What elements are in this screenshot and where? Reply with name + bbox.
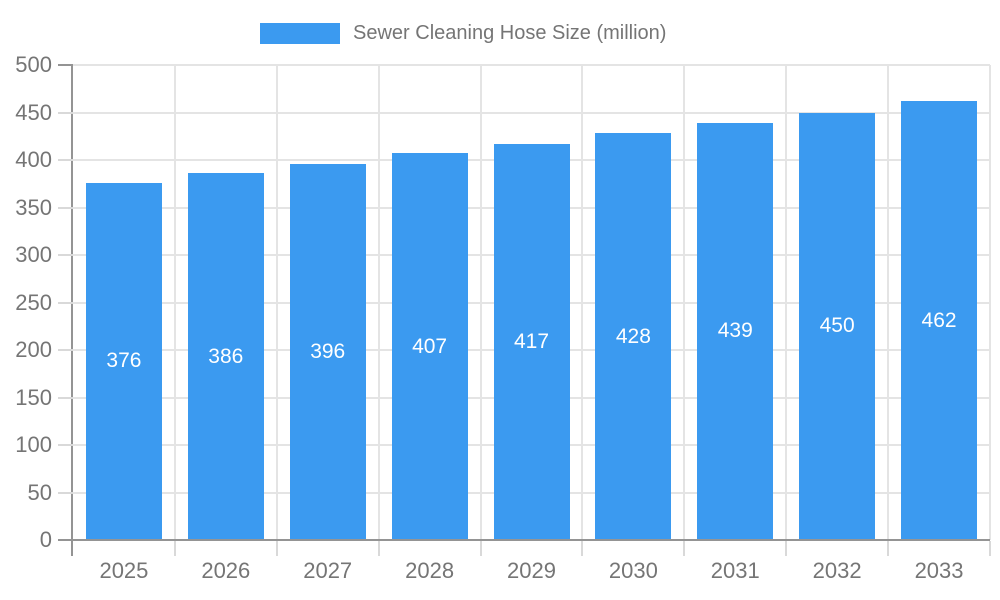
x-gridline (275, 65, 278, 540)
y-tick-label: 400 (15, 147, 52, 172)
y-axis-line (71, 65, 73, 556)
x-tick-mark (989, 541, 991, 556)
x-gridline (479, 65, 482, 540)
y-tick-label: 250 (15, 289, 52, 315)
legend-swatch (260, 22, 340, 44)
bar-value-label: 386 (208, 344, 244, 368)
x-tick-label: 2028 (405, 558, 455, 583)
x-gridline (377, 65, 380, 540)
y-tick-label: 100 (15, 432, 52, 457)
y-gridline (73, 111, 990, 114)
y-tick-mark (58, 491, 73, 494)
bar-value-label: 417 (513, 329, 550, 353)
x-gridline (173, 65, 176, 540)
y-tick-mark (58, 159, 73, 161)
y-tick-label: 150 (15, 384, 52, 410)
x-tick-label: 2032 (812, 558, 862, 583)
x-tick-label: 2025 (99, 558, 149, 583)
bar-value-label: 396 (310, 339, 346, 363)
y-tick-mark (58, 206, 73, 209)
bar[interactable]: 417 (493, 143, 570, 540)
y-tick-mark (58, 396, 73, 399)
bar-value-label: 439 (717, 319, 753, 343)
bar[interactable]: 450 (799, 112, 876, 540)
bar[interactable]: 428 (595, 133, 672, 540)
y-tick-label: 350 (15, 194, 52, 220)
chart-legend[interactable]: Sewer Cleaning Hose Size (million) (260, 18, 666, 48)
x-tick-mark (173, 541, 176, 556)
y-tick-mark (58, 444, 73, 446)
x-gridline (989, 65, 991, 540)
bar[interactable]: 462 (901, 101, 978, 540)
x-tick-label: 2033 (914, 558, 964, 583)
x-gridline (683, 65, 686, 540)
y-tick-label: 0 (39, 527, 52, 552)
y-tick-mark (58, 111, 73, 114)
y-tick-label: 500 (15, 52, 52, 77)
x-tick-mark (377, 541, 380, 556)
x-tick-label: 2027 (303, 558, 353, 583)
x-tick-mark (785, 541, 788, 556)
x-gridline (887, 65, 890, 540)
bar[interactable]: 439 (697, 122, 774, 540)
bar-value-label: 450 (819, 314, 855, 338)
x-tick-mark (887, 541, 890, 556)
x-tick-mark (479, 541, 482, 556)
bar-value-label: 376 (106, 349, 142, 373)
y-tick-label: 450 (15, 99, 52, 125)
bar[interactable]: 386 (187, 173, 264, 540)
y-tick-mark (58, 254, 73, 256)
bar-value-label: 428 (615, 324, 651, 348)
x-tick-label: 2029 (507, 558, 556, 583)
x-tick-mark (581, 541, 584, 556)
bar-value-label: 462 (921, 308, 957, 332)
x-tick-label: 2026 (201, 558, 251, 583)
x-gridline (785, 65, 788, 540)
y-tick-label: 200 (15, 337, 52, 362)
plot-area: 376 386 396 407 417 428 439 450 462 (73, 64, 991, 540)
bar-value-label: 407 (412, 334, 448, 358)
x-tick-label: 2030 (608, 558, 658, 583)
y-tick-mark (58, 349, 73, 351)
bar[interactable]: 407 (391, 153, 468, 540)
x-tick-label: 2031 (710, 558, 760, 583)
y-tick-mark (58, 301, 73, 304)
x-tick-mark (275, 541, 278, 556)
bar[interactable]: 396 (289, 163, 366, 540)
legend-label: Sewer Cleaning Hose Size (million) (353, 21, 667, 44)
x-tick-mark (683, 541, 686, 556)
x-gridline (581, 65, 584, 540)
y-tick-label: 300 (15, 242, 52, 267)
y-tick-mark (58, 64, 73, 66)
y-gridline (73, 64, 990, 66)
bar[interactable]: 376 (85, 182, 162, 540)
y-tick-label: 50 (27, 479, 52, 505)
x-axis-line (58, 539, 990, 541)
